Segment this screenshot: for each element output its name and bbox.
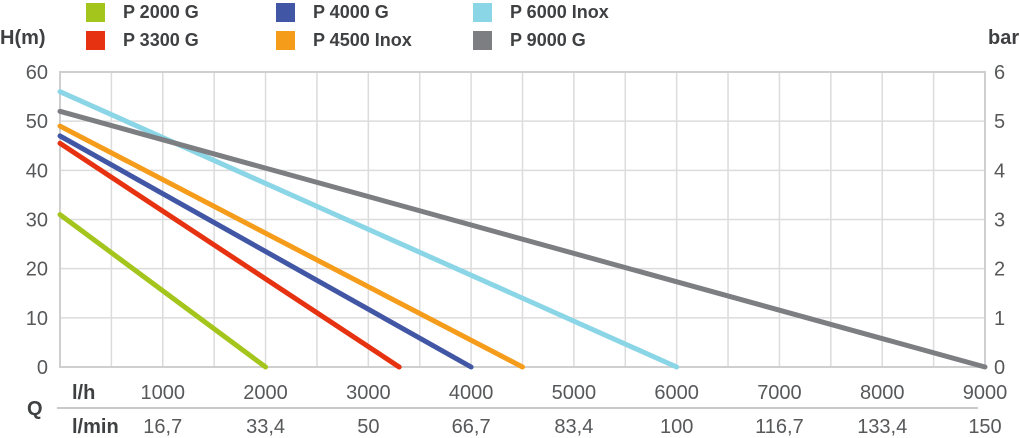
legend-swatch-p-4000-g [276, 2, 295, 22]
flow-unit-lh-label: l/h [72, 382, 96, 404]
y-right-tick-label: 0 [994, 357, 1005, 379]
x-tick-label-lh: 7000 [757, 382, 802, 404]
y-axis-right-title: bar [988, 27, 1020, 49]
x-tick-label-lh: 3000 [346, 382, 391, 404]
y-left-tick-label: 10 [26, 308, 48, 330]
flow-unit-lmin-label: l/min [72, 416, 119, 438]
curve-p-9000-g [57, 108, 988, 370]
x-tick-label-lmin: 16,7 [143, 416, 182, 438]
x-tick-label-lh: 4000 [449, 382, 494, 404]
legend-label-p-2000-g: P 2000 G [123, 2, 199, 22]
x-axis-title: Q [27, 398, 43, 420]
flow-rows-divider [57, 407, 978, 409]
legend-swatch-p-9000-g [473, 30, 492, 50]
legend-label-p-4500-inox: P 4500 Inox [313, 30, 412, 50]
curve-p-4500-inox [57, 123, 525, 370]
legend-label-p-6000-inox: P 6000 Inox [510, 2, 609, 22]
x-tick-label-lmin: 50 [357, 416, 379, 438]
x-tick-label-lh: 6000 [654, 382, 699, 404]
legend-item-p-6000-inox: P 6000 Inox [473, 2, 609, 22]
y-right-tick-label: 1 [994, 308, 1005, 330]
y-right-tick-label: 4 [994, 160, 1005, 182]
legend-label-p-3300-g: P 3300 G [123, 30, 199, 50]
y-right-tick-label: 3 [994, 210, 1005, 232]
y-left-tick-label: 20 [26, 259, 48, 281]
legend-item-p-4000-g: P 4000 G [276, 2, 473, 22]
x-tick-label-lh: 9000 [963, 382, 1008, 404]
x-tick-label-lh: 1000 [141, 382, 186, 404]
y-left-tick-label: 0 [37, 357, 48, 379]
y-left-tick-label: 50 [26, 111, 48, 133]
y-right-tick-label: 5 [994, 111, 1005, 133]
x-tick-label-lmin: 116,7 [755, 416, 804, 438]
legend-swatch-p-4500-inox [276, 30, 295, 50]
x-tick-label-lmin: 66,7 [452, 416, 491, 438]
x-tick-label-lmin: 100 [660, 416, 693, 438]
x-tick-label-lmin: 33,4 [246, 416, 285, 438]
legend-swatch-p-3300-g [86, 30, 105, 50]
curve-p-4000-g [57, 133, 474, 370]
x-tick-label-lh: 8000 [860, 382, 905, 404]
curve-p-3300-g [57, 140, 402, 370]
x-tick-label-lmin: 83,4 [554, 416, 593, 438]
y-right-tick-label: 2 [994, 259, 1005, 281]
x-tick-label-lh: 2000 [243, 382, 288, 404]
y-left-tick-label: 60 [26, 62, 48, 84]
y-left-tick-label: 30 [26, 210, 48, 232]
legend-item-p-4500-inox: P 4500 Inox [276, 30, 473, 50]
legend-label-p-4000-g: P 4000 G [313, 2, 389, 22]
y-left-tick-label: 40 [26, 160, 48, 182]
x-tick-label-lmin: 150 [968, 416, 1001, 438]
legend-item-p-2000-g: P 2000 G [86, 2, 276, 22]
curve-p-2000-g [57, 212, 269, 370]
y-right-tick-label: 6 [994, 62, 1005, 84]
legend: P 2000 G P 3300 G P 4000 G P 4500 Inox P 600… [86, 2, 609, 50]
x-tick-label-lh: 5000 [552, 382, 597, 404]
legend-swatch-p-2000-g [86, 2, 105, 22]
legend-item-p-9000-g: P 9000 G [473, 30, 609, 50]
legend-label-p-9000-g: P 9000 G [510, 30, 586, 50]
y-axis-left-title: H(m) [0, 27, 46, 49]
legend-swatch-p-6000-inox [473, 2, 492, 22]
legend-item-p-3300-g: P 3300 G [86, 30, 276, 50]
x-tick-label-lmin: 133,4 [857, 416, 907, 438]
